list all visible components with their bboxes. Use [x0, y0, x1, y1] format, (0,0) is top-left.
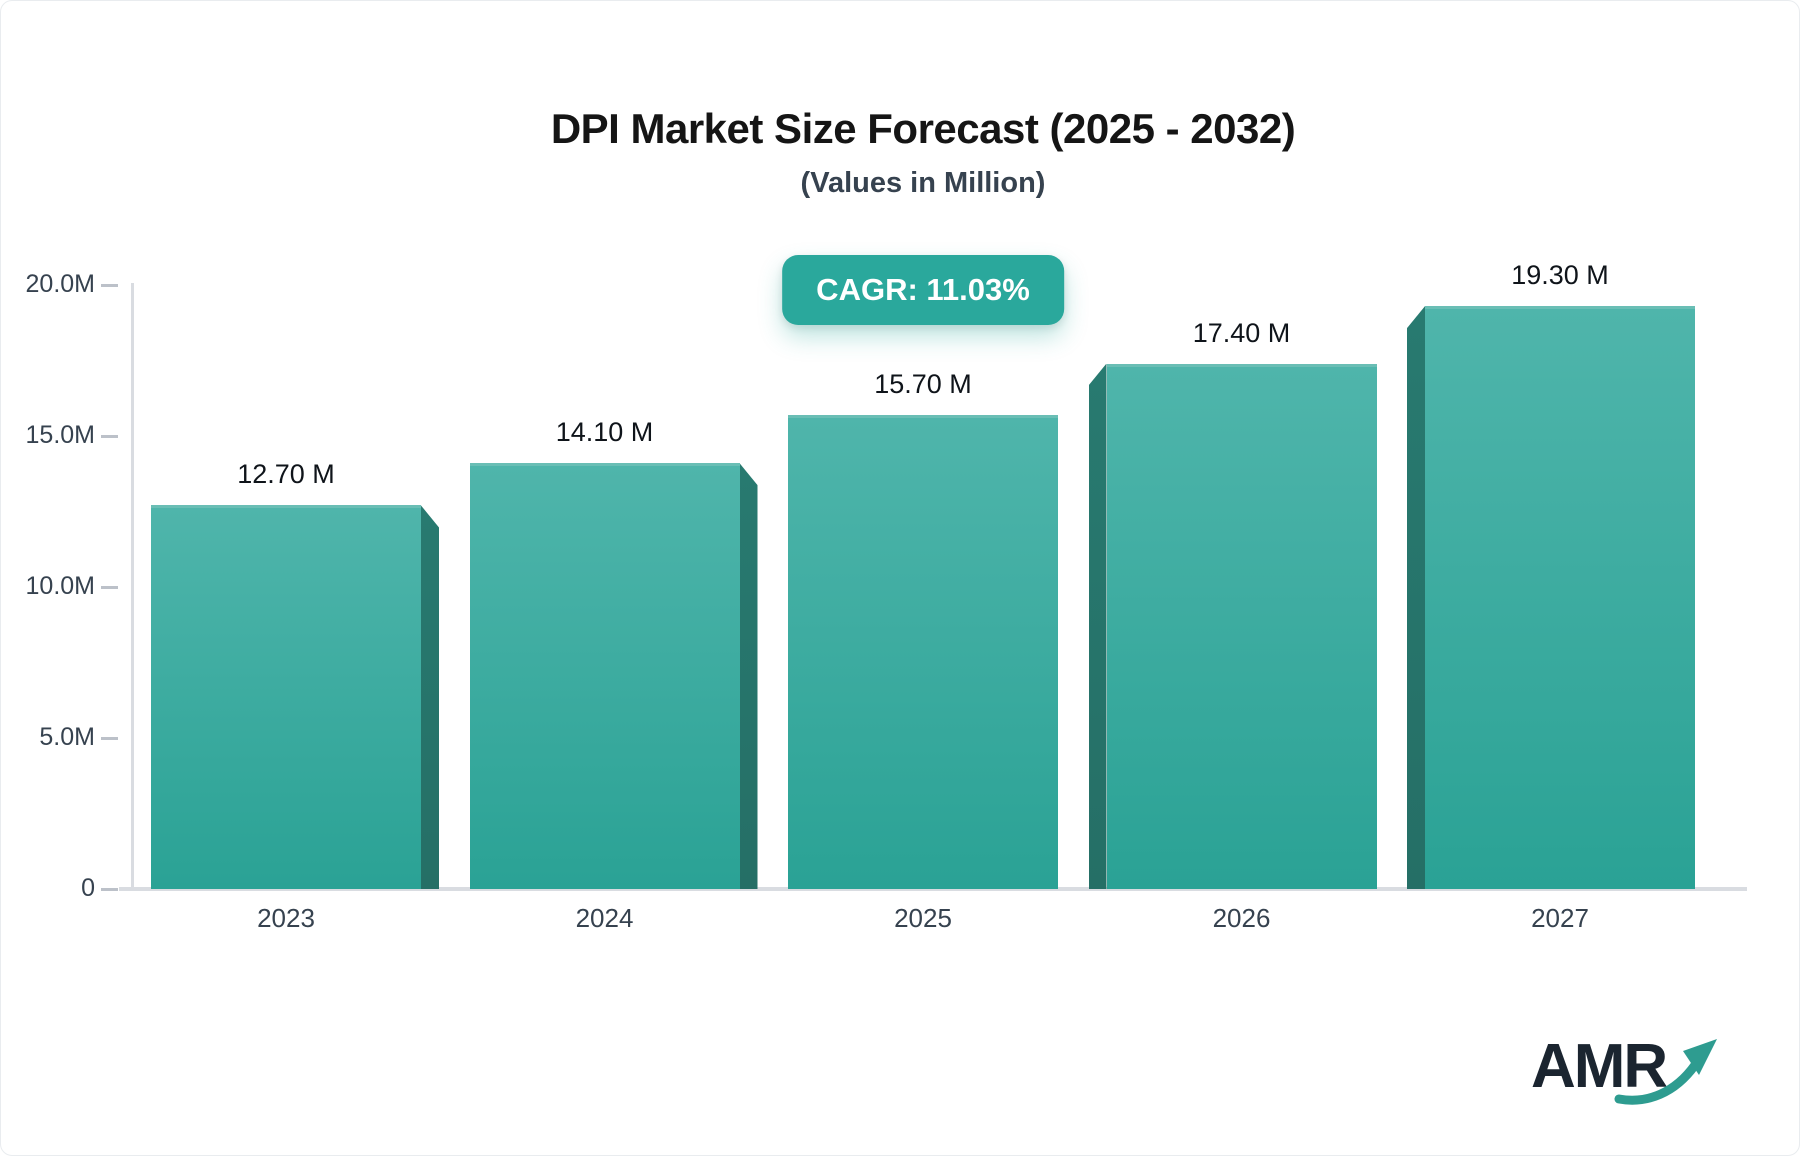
x-tick-label: 2025 [894, 903, 952, 933]
amr-logo-text: AMR [1531, 1032, 1668, 1101]
page-title: DPI Market Size Forecast (2025 - 2032) [550, 105, 1296, 152]
y-tick-label: 20.0M [25, 270, 95, 298]
y-axis-tick [101, 283, 118, 287]
bar-face [788, 414, 1058, 889]
bar-value-label: 12.70 M [237, 459, 335, 490]
x-axis-line [119, 887, 1747, 891]
bar-value-label: 17.40 M [1192, 317, 1291, 348]
x-tick-label: 2027 [1531, 903, 1589, 933]
x-tick-label: 2023 [257, 903, 315, 933]
y-axis-line [131, 283, 134, 890]
y-tick-label: 5.0M [39, 723, 95, 751]
bar-face [1425, 306, 1695, 889]
bar-side-3d [1088, 363, 1107, 889]
y-tick-label: 10.0M [25, 572, 95, 600]
x-tick-label: 2026 [1212, 903, 1271, 933]
x-tick-label: 2024 [575, 903, 634, 933]
y-axis-tick [101, 736, 118, 740]
bar-value-label: 19.30 M [1511, 260, 1609, 291]
bar-value-label: 14.10 M [555, 417, 654, 448]
cagr-badge: CAGR: 11.03% [782, 255, 1064, 325]
bar-value-label: 15.70 M [874, 368, 972, 399]
y-axis-tick [101, 434, 118, 438]
growth-arrow-icon [1614, 1039, 1717, 1105]
bar-side-3d [739, 463, 758, 889]
bar-face [151, 505, 421, 889]
bar-face [1106, 363, 1377, 889]
y-axis-tick [101, 585, 118, 589]
bar-side-3d [421, 505, 439, 889]
bar-side-3d [1407, 306, 1425, 889]
y-tick-label: 15.0M [25, 421, 95, 449]
page-subtitle: (Values in Million) [800, 167, 1046, 199]
y-axis-tick [101, 887, 118, 891]
bar-face [469, 463, 740, 889]
amr-logo: AMR [1531, 1031, 1731, 1121]
y-tick-label: 0 [81, 874, 95, 902]
